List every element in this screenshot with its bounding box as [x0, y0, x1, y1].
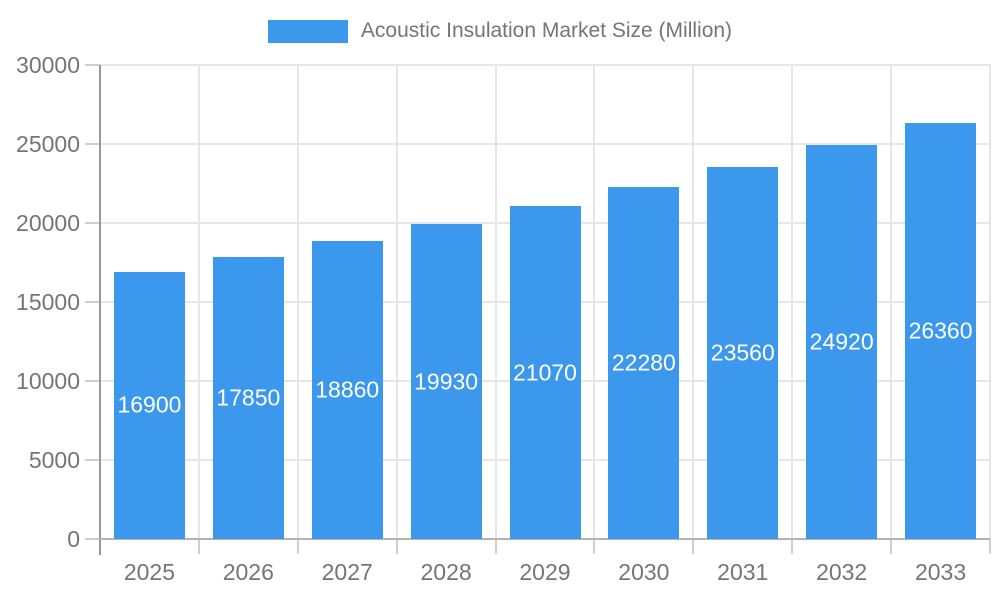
x-tick-mark [197, 539, 200, 554]
x-axis-tick-label: 2032 [816, 559, 868, 585]
y-tick-mark [85, 64, 100, 66]
x-tick-mark [989, 539, 991, 554]
gridline-vertical [395, 65, 398, 539]
bar-value-label: 16900 [117, 391, 182, 418]
bar-2027[interactable] [311, 241, 383, 539]
gridline-vertical [197, 65, 200, 539]
gridline-vertical [890, 65, 893, 539]
bar-2029[interactable] [509, 206, 581, 539]
bar-2026[interactable] [212, 256, 284, 539]
gridline-horizontal [100, 64, 990, 66]
x-axis-tick-label: 2026 [222, 559, 274, 585]
x-axis-tick-label: 2025 [123, 559, 176, 585]
x-tick-mark [296, 539, 299, 554]
x-tick-mark [395, 539, 398, 554]
x-tick-mark [494, 539, 497, 554]
gridline-vertical [494, 65, 497, 539]
gridline-horizontal [100, 143, 990, 145]
bar-value-label: 21070 [513, 359, 577, 386]
bar-value-label: 26360 [908, 317, 973, 344]
gridline-vertical [296, 65, 299, 539]
y-tick-mark [85, 301, 100, 303]
y-tick-mark [85, 459, 100, 461]
x-axis-tick-label: 2028 [420, 559, 472, 585]
legend-label: Acoustic Insulation Market Size (Million… [360, 19, 733, 42]
y-axis-tick-label: 15000 [16, 289, 80, 315]
y-tick-mark [85, 143, 100, 145]
bar-2032[interactable] [806, 145, 878, 539]
bar-2025[interactable] [113, 271, 185, 539]
x-axis-tick-label: 2031 [717, 559, 769, 585]
legend-swatch-icon [267, 19, 348, 43]
x-tick-mark [692, 539, 695, 554]
y-axis-tick-label: 0 [67, 526, 80, 552]
x-axis-line [100, 538, 990, 540]
x-axis-tick-label: 2030 [618, 559, 670, 585]
y-tick-mark [85, 380, 100, 382]
x-axis-tick-label: 2029 [519, 559, 571, 585]
y-axis-tick-label: 20000 [16, 210, 80, 236]
x-tick-mark [890, 539, 893, 554]
bar-2028[interactable] [410, 224, 482, 539]
y-axis-tick-label: 25000 [16, 131, 80, 157]
bar-value-label: 23560 [710, 339, 775, 366]
y-axis-tick-label: 30000 [16, 52, 80, 78]
bar-value-label: 24920 [809, 328, 874, 355]
y-tick-mark [85, 222, 100, 224]
gridline-vertical [593, 65, 596, 539]
bar-value-label: 17850 [216, 384, 281, 411]
x-tick-mark [593, 539, 596, 554]
y-axis-line [99, 65, 101, 555]
x-axis-tick-label: 2033 [914, 559, 967, 585]
bar-2031[interactable] [707, 166, 779, 539]
x-axis-tick-label: 2027 [321, 559, 373, 585]
y-axis-tick-label: 5000 [28, 447, 80, 473]
gridline-vertical [692, 65, 695, 539]
bar-2033[interactable] [905, 122, 977, 539]
bar-2030[interactable] [608, 186, 680, 539]
chart-legend[interactable]: Acoustic Insulation Market Size (Million… [0, 18, 1000, 44]
y-tick-mark [85, 538, 100, 540]
bar-value-label: 19930 [414, 368, 479, 395]
gridline-vertical [989, 65, 991, 539]
x-tick-mark [791, 539, 794, 554]
y-axis-tick-label: 10000 [16, 368, 80, 394]
gridline-vertical [791, 65, 794, 539]
bar-value-label: 22280 [611, 349, 676, 376]
bar-value-label: 18860 [315, 376, 380, 403]
